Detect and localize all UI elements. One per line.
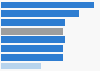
Bar [0, 54, 63, 61]
Bar [0, 63, 41, 69]
Bar [0, 28, 63, 35]
Bar [0, 19, 65, 26]
Bar [0, 45, 63, 52]
Bar [0, 2, 94, 8]
Bar [0, 36, 65, 43]
Bar [0, 10, 79, 17]
